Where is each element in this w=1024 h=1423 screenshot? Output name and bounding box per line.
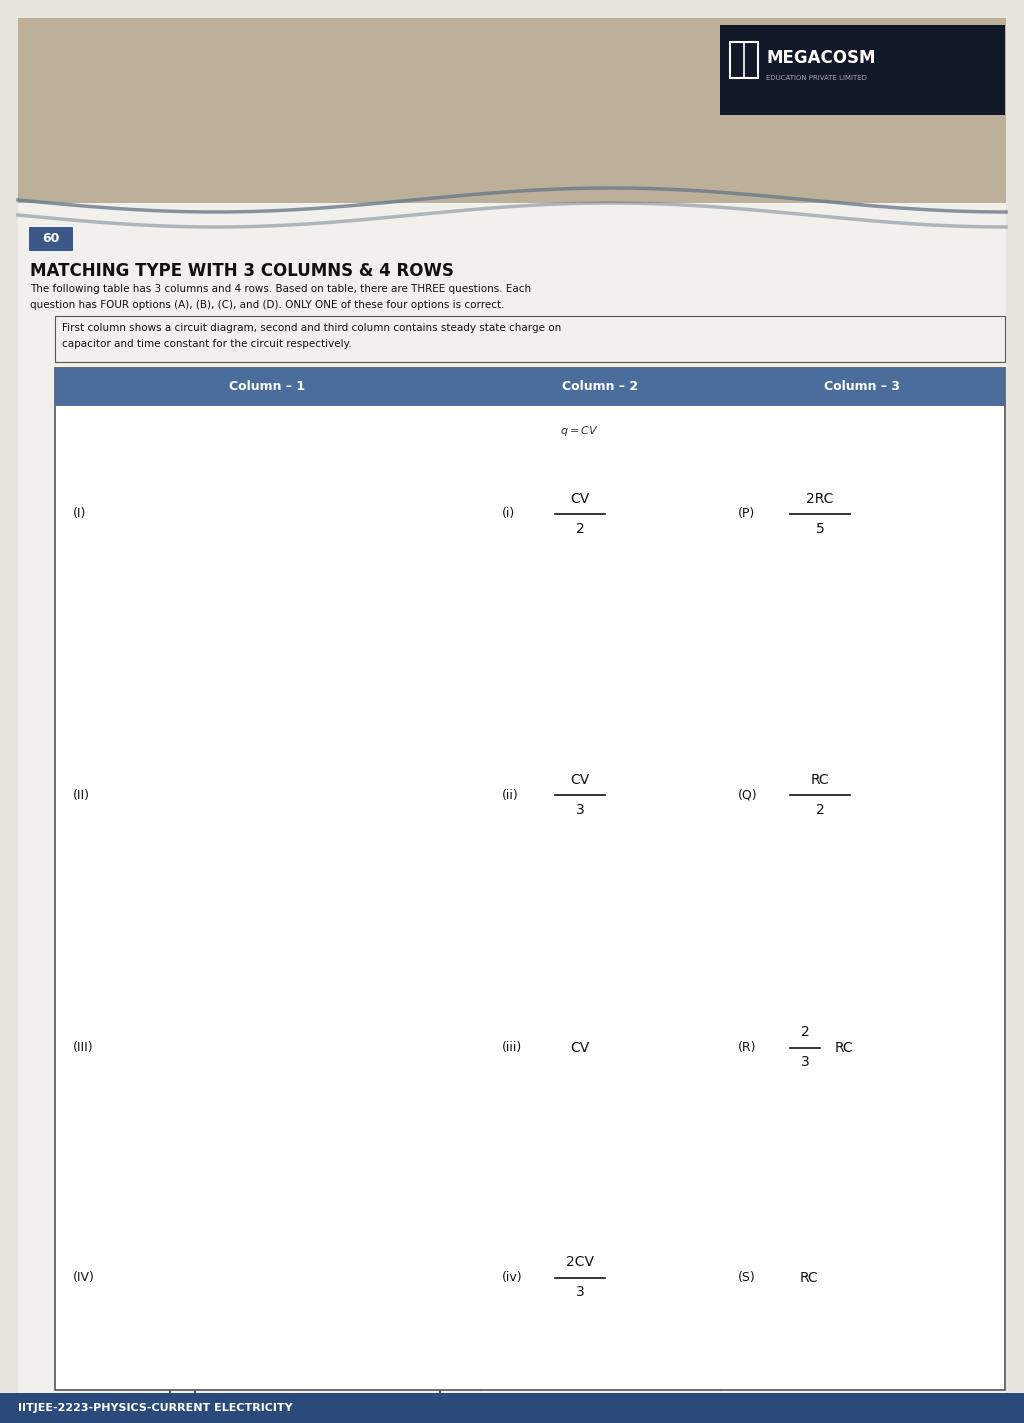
Text: Column – 2: Column – 2 bbox=[562, 380, 638, 394]
Bar bbox=[55, 316, 1005, 361]
Text: RC: RC bbox=[811, 773, 829, 787]
Text: capacitor and time constant for the circuit respectively.: capacitor and time constant for the circ… bbox=[62, 339, 351, 349]
Text: (P): (P) bbox=[738, 508, 756, 521]
Text: Column – 3: Column – 3 bbox=[824, 380, 900, 394]
Text: (I): (I) bbox=[73, 508, 86, 521]
Text: (III): (III) bbox=[73, 1042, 93, 1054]
Text: (iii): (iii) bbox=[502, 1042, 522, 1054]
Text: 2: 2 bbox=[801, 1026, 809, 1039]
Text: 2RC: 2RC bbox=[806, 492, 834, 507]
Text: (i): (i) bbox=[502, 508, 515, 521]
Text: R: R bbox=[305, 646, 314, 659]
Text: (IV): (IV) bbox=[73, 1271, 95, 1284]
Bar bbox=[730, 43, 758, 78]
Text: R: R bbox=[239, 1168, 248, 1181]
Text: (iv): (iv) bbox=[502, 1271, 522, 1284]
Text: R: R bbox=[386, 916, 394, 929]
Text: IITJEE-2223-PHYSICS-CURRENT ELECTRICITY: IITJEE-2223-PHYSICS-CURRENT ELECTRICITY bbox=[18, 1403, 293, 1413]
Text: EDUCATION PRIVATE LIMITED: EDUCATION PRIVATE LIMITED bbox=[766, 75, 867, 81]
Text: (R): (R) bbox=[738, 1042, 757, 1054]
Text: MATCHING TYPE WITH 3 COLUMNS & 4 ROWS: MATCHING TYPE WITH 3 COLUMNS & 4 ROWS bbox=[30, 262, 454, 280]
Text: The following table has 3 columns and 4 rows. Based on table, there are THREE qu: The following table has 3 columns and 4 … bbox=[30, 285, 531, 295]
Text: 2CV: 2CV bbox=[566, 1255, 594, 1269]
Text: R: R bbox=[396, 528, 406, 542]
Text: R: R bbox=[452, 1231, 461, 1245]
Text: 2: 2 bbox=[575, 522, 585, 536]
Text: C: C bbox=[350, 1168, 359, 1181]
Text: CV: CV bbox=[570, 492, 590, 507]
Text: CV: CV bbox=[570, 773, 590, 787]
Text: MEGACOSM: MEGACOSM bbox=[766, 48, 876, 67]
Text: R: R bbox=[246, 1274, 254, 1286]
Text: RC: RC bbox=[800, 1271, 818, 1285]
Text: V: V bbox=[304, 912, 312, 925]
Text: (II): (II) bbox=[73, 788, 90, 801]
Text: 3: 3 bbox=[801, 1056, 809, 1070]
Text: V: V bbox=[304, 1131, 312, 1144]
Text: (ii): (ii) bbox=[502, 788, 519, 801]
Text: Column – 1: Column – 1 bbox=[229, 380, 305, 394]
Text: C: C bbox=[336, 1066, 344, 1080]
Text: RC: RC bbox=[835, 1040, 854, 1054]
Text: question has FOUR options (A), (B), (C), and (D). ONLY ONE of these four options: question has FOUR options (A), (B), (C),… bbox=[30, 300, 505, 310]
Text: 60: 60 bbox=[42, 232, 59, 246]
Text: R: R bbox=[265, 979, 274, 992]
Text: R: R bbox=[265, 720, 274, 733]
Text: V: V bbox=[304, 653, 312, 666]
Text: First column shows a circuit diagram, second and third column contains steady st: First column shows a circuit diagram, se… bbox=[62, 323, 561, 333]
FancyBboxPatch shape bbox=[29, 228, 73, 250]
Text: V: V bbox=[304, 384, 312, 397]
Text: 5: 5 bbox=[816, 522, 824, 536]
Text: $q = CV$: $q = CV$ bbox=[560, 424, 599, 438]
Text: R: R bbox=[446, 743, 456, 757]
Text: (Q): (Q) bbox=[738, 788, 758, 801]
Bar bbox=[480, 369, 720, 406]
Text: C: C bbox=[265, 781, 274, 794]
Text: 3: 3 bbox=[575, 803, 585, 817]
Text: 3: 3 bbox=[575, 1285, 585, 1299]
Bar bbox=[0, 1393, 1024, 1423]
Text: C: C bbox=[241, 650, 250, 663]
Text: R: R bbox=[256, 501, 264, 514]
Bar bbox=[55, 369, 1005, 1390]
Bar bbox=[720, 26, 1005, 115]
Text: 2: 2 bbox=[816, 803, 824, 817]
Text: CV: CV bbox=[570, 1040, 590, 1054]
Text: R: R bbox=[360, 1174, 370, 1188]
Text: R: R bbox=[446, 1002, 456, 1015]
Bar bbox=[55, 369, 480, 406]
Bar bbox=[18, 18, 1006, 203]
Bar bbox=[720, 369, 1005, 406]
Text: (S): (S) bbox=[738, 1271, 756, 1284]
Text: R: R bbox=[246, 1174, 254, 1188]
Text: R: R bbox=[256, 445, 264, 458]
Text: R: R bbox=[147, 1289, 157, 1302]
